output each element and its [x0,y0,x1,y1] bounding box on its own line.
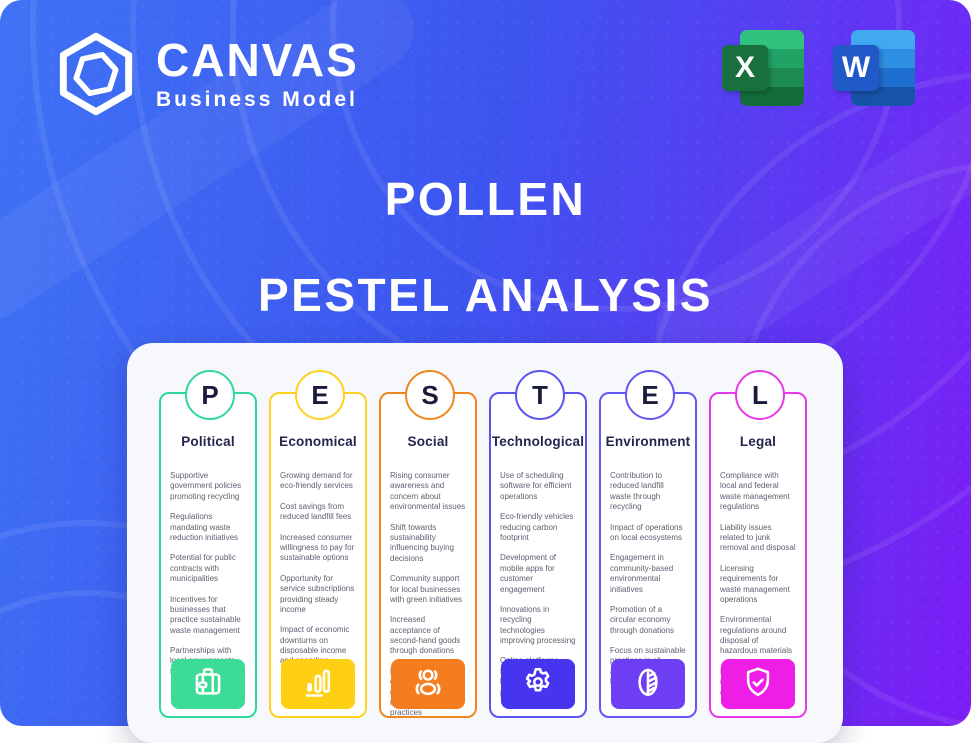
brand-name: CANVAS [156,33,359,86]
people-icon [410,664,446,705]
column-icon-block [721,659,795,709]
list-item: Shift towards sustainability influencing… [390,522,455,563]
column-items: Supportive government policies promoting… [170,471,246,677]
brand-tagline: Business Model [156,87,358,111]
word-icon[interactable]: W [833,30,915,106]
column-icon-block [391,659,465,709]
list-item: Eco-friendly vehicles reducing carbon fo… [500,512,574,542]
list-item: Licensing requirements for waste managem… [720,563,790,604]
hexagon-logo-icon [59,32,133,116]
column-card: Economical Growing demand for eco-friend… [269,392,367,718]
column-card: Legal Compliance with local and federal … [709,392,807,718]
word-letter: W [833,45,879,91]
list-item: Impact of operations on local ecosystems [610,522,683,542]
list-item: Increased consumer willingness to pay fo… [280,532,355,563]
column-title: Legal [739,434,777,449]
list-item: Regulations mandating waste reduction in… [170,512,239,542]
column-letter: S [421,379,439,410]
column-environment: E Environment Contribution to reduced la… [599,370,701,726]
column-card: Political Supportive government policies… [159,392,257,718]
shield-check-icon [740,664,776,705]
list-item: Cost savings from reduced landfill fees [280,501,352,522]
column-items: Growing demand for eco-friendly services… [280,471,356,667]
column-letter: P [201,379,219,410]
list-item: Opportunity for service subscriptions pr… [280,573,355,614]
column-letter-badge: E [625,370,675,420]
list-item: Incentives for businesses that practice … [170,594,241,635]
analysis-card: P Political Supportive government polici… [127,343,843,743]
column-card: Social Rising consumer awareness and con… [379,392,477,718]
column-title: Technological [491,434,585,449]
column-letter: L [752,379,768,410]
column-letter-badge: E [295,370,345,420]
column-letter-badge: T [515,370,565,420]
list-item: Innovations in recycling technologies im… [500,604,576,646]
list-item: Development of mobile apps for customer … [500,553,557,594]
list-item: Community support for local businesses w… [390,574,463,604]
column-letter-badge: S [405,370,455,420]
list-item: Environmental regulations around disposa… [720,615,793,656]
column-icon-block [281,659,355,709]
column-letter-badge: P [185,370,235,420]
column-economical: E Economical Growing demand for eco-frie… [269,370,371,726]
list-item: Compliance with local and federal waste … [720,471,790,512]
list-item: Use of scheduling software for efficient… [500,471,572,501]
bar-chart-icon [300,664,336,705]
list-item: Liability issues related to junk removal… [720,522,796,553]
list-item: Contribution to reduced landfill waste t… [610,471,664,512]
column-icon-block [611,659,685,709]
list-item: Rising consumer awareness and concern ab… [390,471,466,512]
list-item: Growing demand for eco-friendly services [280,471,353,491]
leaf-icon [630,664,666,705]
list-item: Potential for public contracts with muni… [170,553,236,584]
excel-letter: X [722,45,768,91]
column-social: S Social Rising consumer awareness and c… [379,370,481,726]
column-icon-block [171,659,245,709]
column-icon-block [501,659,575,709]
column-letter: T [532,379,548,410]
list-item: Engagement in community-based environmen… [610,553,674,594]
column-letter: E [641,379,659,410]
analysis-title: PESTEL ANALYSIS [257,269,714,321]
list-item: Increased acceptance of second-hand good… [390,615,461,656]
column-political: P Political Supportive government polici… [159,370,261,726]
column-title: Economical [279,434,357,449]
column-letter: E [311,379,329,410]
pestel-columns: P Political Supportive government polici… [159,370,811,726]
list-item: Promotion of a circular economy through … [610,604,675,635]
column-card: Technological Use of scheduling software… [489,392,587,718]
column-technological: T Technological Use of scheduling softwa… [489,370,591,726]
column-letter-badge: L [735,370,785,420]
excel-icon[interactable]: X [722,30,804,106]
briefcase-icon [190,664,226,705]
column-legal: L Legal Compliance with local and federa… [709,370,811,726]
company-title: POLLEN [384,173,587,225]
column-items: Contribution to reduced landfill waste t… [610,471,686,688]
brand-logo: CANVAS Business Model [50,28,359,120]
list-item: Supportive government policies promoting… [170,471,242,501]
column-card: Environment Contribution to reduced land… [599,392,697,718]
gear-icon [520,664,556,705]
column-title: Environment [605,434,691,449]
column-title: Political [181,434,235,449]
column-title: Social [407,434,449,449]
